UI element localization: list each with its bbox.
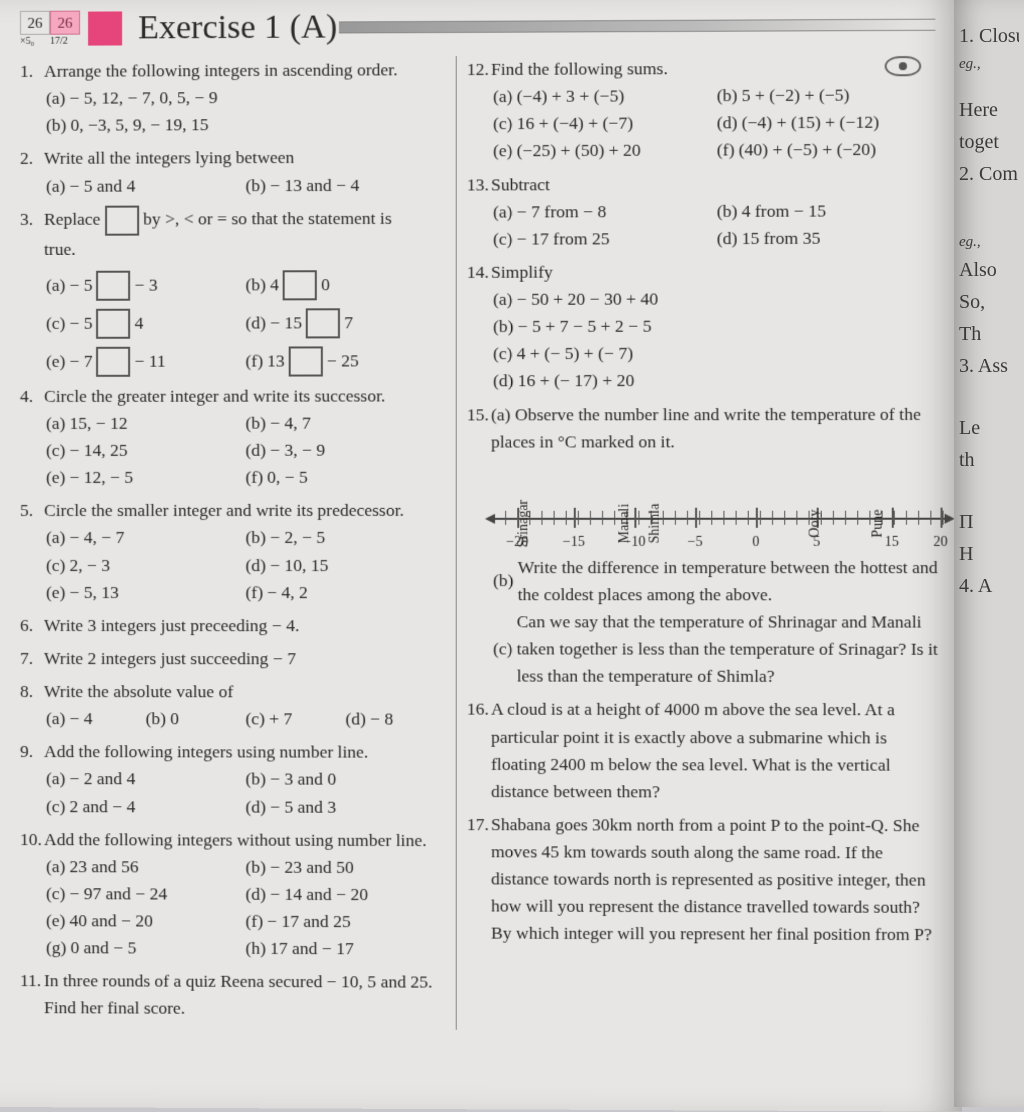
pink-marker	[88, 11, 122, 45]
q9-text: Add the following integers using number …	[44, 741, 368, 762]
numline-city-label: Srinagar	[514, 499, 536, 547]
margin-l8: So,	[959, 286, 1019, 318]
margin-l2: eg.,	[959, 52, 1019, 76]
margin-l15: 4. A	[959, 570, 1019, 602]
q1: Arrange the following integers in ascend…	[20, 56, 446, 139]
number-line: −20−15−10−5051520SrinagarManaliShimlaOot…	[487, 461, 953, 552]
margin-l10: 3. Ass	[959, 350, 1019, 382]
blank-box-icon	[105, 205, 139, 235]
blank-box-icon	[306, 308, 340, 338]
q8-text: Write the absolute value of	[44, 681, 233, 701]
page: 26 26 ×5₀ 17/2 Exercise 1 (A) Arrange th…	[0, 0, 962, 1112]
blank-box-icon	[97, 308, 131, 338]
q3: Replace by >, < or = so that the stateme…	[20, 204, 446, 376]
margin-l14: H	[959, 538, 1019, 570]
q10-text: Add the following integers without using…	[44, 829, 427, 850]
margin-l7: Also	[959, 254, 1019, 286]
numline-value: 20	[933, 532, 947, 554]
q15-c: Can we say that the temperature of Shrin…	[517, 608, 942, 690]
q8: Write the absolute value of (a) − 4 (b) …	[20, 678, 446, 733]
blank-box-icon	[283, 270, 317, 300]
q2-b: − 13 and − 4	[270, 171, 359, 198]
q16: A cloud is at a height of 4000 m above t…	[467, 696, 942, 806]
q2-a: − 5 and 4	[69, 172, 135, 199]
score-a: 26	[20, 11, 50, 35]
numline-city-label: Pune	[868, 509, 890, 537]
left-column: Arrange the following integers in ascend…	[20, 56, 456, 1029]
q14-text: Simplify	[491, 261, 553, 281]
numline-value: −15	[563, 532, 585, 554]
frac-b: 17/2	[50, 37, 80, 47]
q2: Write all the integers lying between (a)…	[20, 144, 446, 200]
q15-a: (a) Observe the number line and write th…	[491, 403, 921, 451]
margin-l6: eg.,	[959, 230, 1019, 254]
q3-line2: true.	[44, 238, 76, 258]
q1-a: − 5, 12, − 7, 0, 5, − 9	[69, 84, 217, 112]
q10: Add the following integers without using…	[20, 826, 446, 963]
q4-text: Circle the greater integer and write its…	[44, 385, 385, 406]
frac-a: ×5₀	[20, 37, 50, 47]
margin-l4: toget	[959, 126, 1019, 158]
q13-text: Subtract	[491, 174, 550, 194]
q15: (a) Observe the number line and write th…	[467, 400, 942, 690]
title-rule	[339, 19, 935, 34]
q5-text: Circle the smaller integer and write its…	[44, 500, 404, 520]
q1-text: Arrange the following integers in ascend…	[44, 59, 398, 81]
q12: Find the following sums. (a) (−4) + 3 + …	[467, 54, 942, 165]
blank-box-icon	[289, 346, 323, 376]
q3-post: by >, < or = so that the statement is	[143, 207, 391, 228]
margin-l9: Th	[959, 318, 1019, 350]
score-b: 26	[50, 11, 80, 35]
q4: Circle the greater integer and write its…	[20, 382, 446, 491]
q6: Write 3 integers just preceeding − 4.	[20, 612, 446, 639]
top-scores: 26 26 ×5₀ 17/2 Exercise 1 (A)	[20, 6, 942, 48]
next-page-margin: 1. Closu eg., Here toget 2. Com eg., Als…	[954, 0, 1024, 1107]
numline-city-label: Shimla	[645, 503, 667, 543]
blank-box-icon	[97, 347, 131, 377]
blank-box-icon	[97, 270, 131, 300]
numline-value: −5	[688, 532, 703, 554]
q13: Subtract (a) − 7 from − 8 (b) 4 from − 1…	[467, 169, 942, 252]
two-column-body: Arrange the following integers in ascend…	[20, 54, 942, 1031]
q1-b: 0, −3, 5, 9, − 19, 15	[70, 111, 208, 139]
q12-text: Find the following sums.	[491, 58, 668, 79]
numline-city-label: Ooty	[805, 509, 827, 537]
q17: Shabana goes 30km north from a point P t…	[467, 811, 942, 949]
q11: In three rounds of a quiz Reena secured …	[20, 967, 446, 1023]
margin-l12: th	[959, 444, 1019, 476]
q14: Simplify (a) − 50 + 20 − 30 + 40 (b) − 5…	[467, 257, 942, 394]
margin-l1: 1. Closu	[959, 20, 1019, 52]
margin-l11: Le	[959, 412, 1019, 444]
numline-city-label: Manali	[614, 503, 636, 543]
q3-pre: Replace	[44, 208, 100, 228]
exercise-title: Exercise 1 (A)	[138, 8, 337, 47]
q5: Circle the smaller integer and write its…	[20, 497, 446, 606]
margin-l3: Here	[959, 94, 1019, 126]
q9: Add the following integers using number …	[20, 738, 446, 820]
margin-l13: Π	[959, 506, 1019, 538]
q2-text: Write all the integers lying between	[44, 147, 294, 168]
right-column: Find the following sums. (a) (−4) + 3 + …	[456, 54, 942, 1031]
q15-b: Write the difference in temperature betw…	[518, 554, 942, 609]
q7: Write 2 integers just succeeding − 7	[20, 645, 446, 673]
margin-l5: 2. Com	[959, 158, 1019, 190]
numline-value: 0	[752, 532, 759, 554]
